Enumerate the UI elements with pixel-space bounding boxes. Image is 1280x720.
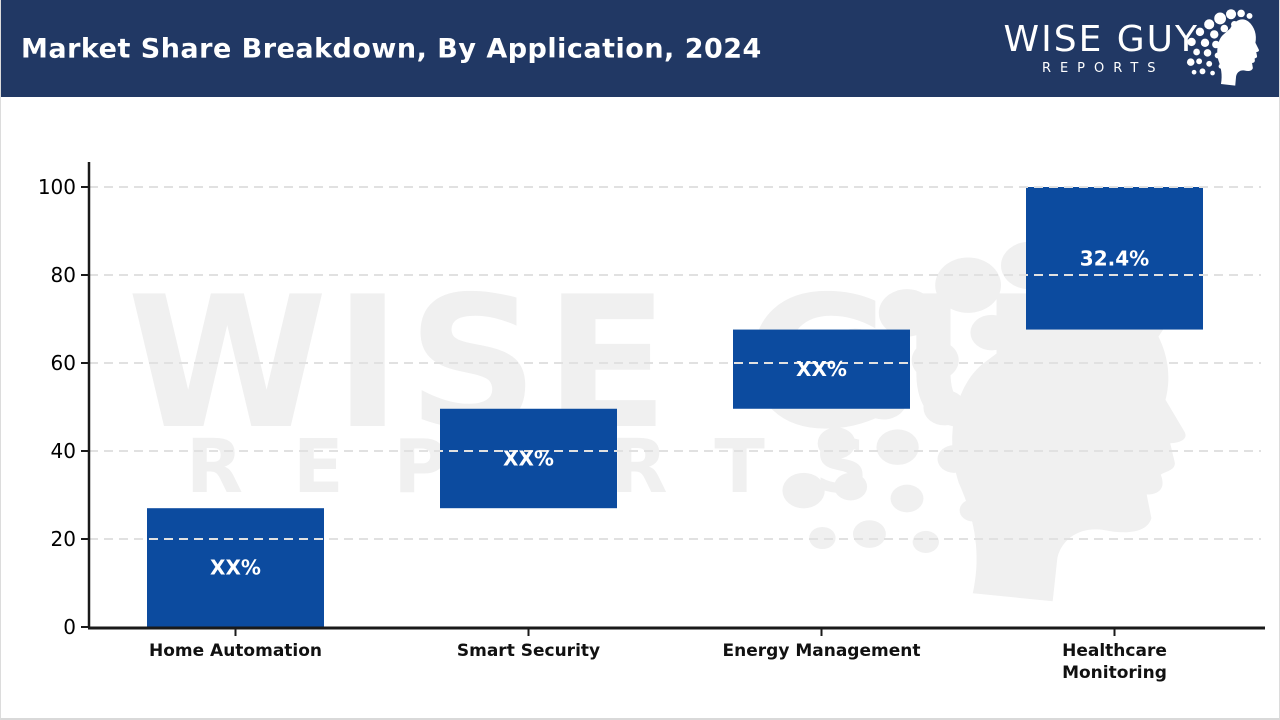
category-label-1: Smart Security [457, 641, 600, 661]
brand-name: WISE GUY [1003, 18, 1199, 60]
y-tick-label-40: 40 [51, 439, 76, 463]
bar-value-label-0: XX% [210, 556, 261, 580]
bar-home-automation [147, 508, 324, 627]
brand-logo: WISE GUY REPORTS [1004, 0, 1270, 97]
bar-value-label-2: XX% [796, 357, 847, 381]
bar-value-label-1: XX% [503, 446, 554, 470]
y-tick-label-80: 80 [51, 263, 76, 287]
y-tick-label-20: 20 [51, 527, 76, 551]
brand-face-icon [1186, 8, 1259, 86]
brand-subname: REPORTS [1041, 60, 1165, 76]
y-tick-label-0: 0 [63, 615, 76, 639]
bar-smart-security [440, 408, 617, 509]
bar-value-label-3: 32.4% [1080, 246, 1149, 270]
page-title: Market Share Breakdown, By Application, … [21, 33, 762, 64]
brand-wordmark: WISE GUY REPORTS [1003, 18, 1200, 76]
y-tick-label-100: 100 [38, 175, 76, 199]
y-tick-label-60: 60 [51, 351, 76, 375]
category-label-2: Energy Management [723, 641, 921, 661]
header: Market Share Breakdown, By Application, … [1, 0, 1279, 97]
category-label-3: Healthcare Monitoring [1062, 641, 1167, 683]
category-label-0: Home Automation [149, 641, 322, 661]
